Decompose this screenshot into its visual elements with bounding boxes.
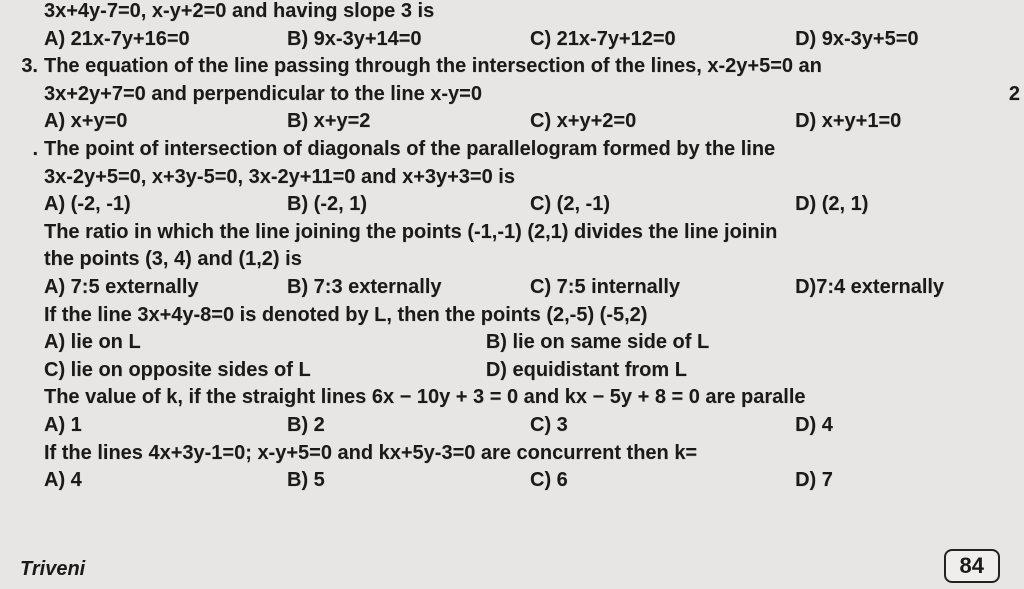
page-number: 84 — [944, 549, 1000, 583]
q3-line1: 3.The equation of the line passing throu… — [8, 53, 1016, 81]
q5-opt-d: D)7:4 externally — [795, 274, 1016, 302]
q7-opt-c: C) 3 — [530, 412, 795, 440]
q3-opt-c: C) x+y+2=0 — [530, 108, 795, 136]
footer-publisher: Triveni — [20, 558, 85, 581]
q6-line1: If the line 3x+4y-8=0 is denoted by L, t… — [8, 302, 1016, 330]
q5-opt-b: B) 7:3 externally — [287, 274, 530, 302]
q4-opt-d: D) (2, 1) — [795, 191, 1016, 219]
q4-opt-a: A) (-2, -1) — [44, 191, 287, 219]
q7-opt-b: B) 2 — [287, 412, 530, 440]
q7-opt-a: A) 1 — [44, 412, 287, 440]
q3-options: A) x+y=0 B) x+y=2 C) x+y+2=0 D) x+y+1=0 — [8, 108, 1016, 136]
q6-options-row1: A) lie on L B) lie on same side of L — [8, 329, 1016, 357]
q2-options: A) 21x-7y+16=0 B) 9x-3y+14=0 C) 21x-7y+1… — [8, 26, 1016, 54]
q3-opt-d: D) x+y+1=0 — [795, 108, 1016, 136]
q5-options: A) 7:5 externally B) 7:3 externally C) 7… — [8, 274, 1016, 302]
q6-opt-d: D) equidistant from L — [486, 357, 1016, 385]
q3-text1: The equation of the line passing through… — [44, 55, 822, 77]
q5-opt-a: A) 7:5 externally — [44, 274, 287, 302]
q6-options-row2: C) lie on opposite sides of L D) equidis… — [8, 357, 1016, 385]
q5-line2: the points (3, 4) and (1,2) is — [8, 246, 1016, 274]
exam-page: 3x+4y-7=0, x-y+2=0 and having slope 3 is… — [8, 0, 1016, 495]
q3-number: 3. — [16, 53, 44, 81]
q5-line1: The ratio in which the line joining the … — [8, 219, 1016, 247]
q8-opt-c: C) 6 — [530, 467, 795, 495]
q2-opt-b: B) 9x-3y+14=0 — [287, 26, 530, 54]
q2-opt-d: D) 9x-3y+5=0 — [795, 26, 1016, 54]
q3-line2-wrap: 3x+2y+7=0 and perpendicular to the line … — [8, 81, 1016, 109]
q8-opt-a: A) 4 — [44, 467, 287, 495]
q6-opt-b: B) lie on same side of L — [486, 329, 1016, 357]
q8-options: A) 4 B) 5 C) 6 D) 7 — [8, 467, 1016, 495]
q4-options: A) (-2, -1) B) (-2, 1) C) (2, -1) D) (2,… — [8, 191, 1016, 219]
q7-opt-d: D) 4 — [795, 412, 1016, 440]
q7-options: A) 1 B) 2 C) 3 D) 4 — [8, 412, 1016, 440]
q5-opt-c: C) 7:5 internally — [530, 274, 795, 302]
q3-opt-b: B) x+y=2 — [287, 108, 530, 136]
q3-margin-num: 2 — [1009, 81, 1020, 109]
q8-opt-d: D) 7 — [795, 467, 1016, 495]
q4-line2: 3x-2y+5=0, x+3y-5=0, 3x-2y+11=0 and x+3y… — [8, 164, 1016, 192]
q8-line1: If the lines 4x+3y-1=0; x-y+5=0 and kx+5… — [8, 440, 1016, 468]
partial-top-line: 3x+4y-7=0, x-y+2=0 and having slope 3 is — [8, 0, 1016, 26]
q2-opt-a: A) 21x-7y+16=0 — [44, 26, 287, 54]
q4-text1: The point of intersection of diagonals o… — [44, 138, 775, 160]
q4-line1: .The point of intersection of diagonals … — [8, 136, 1016, 164]
q6-opt-a: A) lie on L — [44, 329, 486, 357]
q3-opt-a: A) x+y=0 — [44, 108, 287, 136]
q4-opt-b: B) (-2, 1) — [287, 191, 530, 219]
q4-number: . — [16, 136, 44, 164]
q6-opt-c: C) lie on opposite sides of L — [44, 357, 486, 385]
q4-opt-c: C) (2, -1) — [530, 191, 795, 219]
q8-opt-b: B) 5 — [287, 467, 530, 495]
q7-line1: The value of k, if the straight lines 6x… — [8, 384, 1016, 412]
q3-text2: 3x+2y+7=0 and perpendicular to the line … — [44, 83, 482, 105]
q2-opt-c: C) 21x-7y+12=0 — [530, 26, 795, 54]
